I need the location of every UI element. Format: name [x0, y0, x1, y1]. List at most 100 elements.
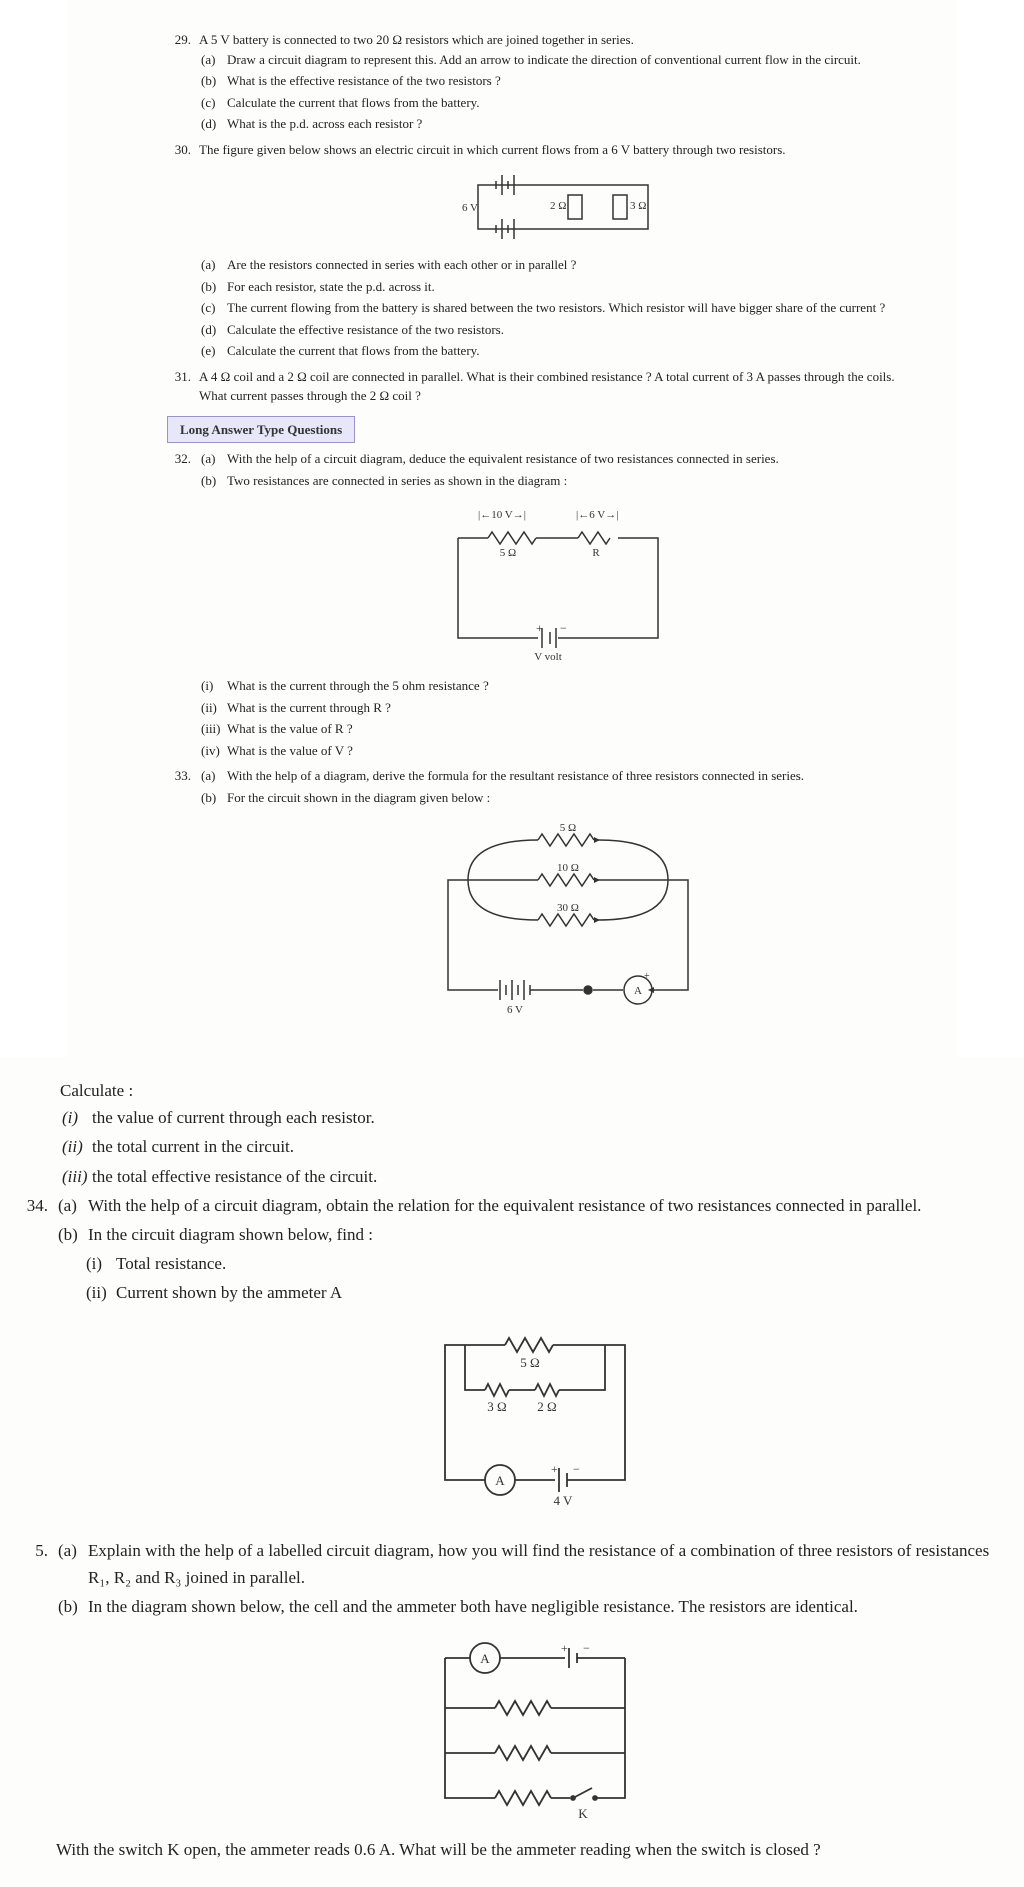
part-text: Calculate the effective resistance of th…: [227, 320, 917, 340]
part-label: (a): [199, 255, 227, 275]
svg-text:|←6 V→|: |←6 V→|: [576, 509, 618, 521]
question-number: 5.: [20, 1537, 56, 1864]
part-text: Explain with the help of a labelled circ…: [88, 1537, 1014, 1591]
part-label: (b): [199, 277, 227, 297]
part-text: the value of current through each resist…: [92, 1104, 1014, 1131]
part-text: In the circuit diagram shown below, find…: [88, 1221, 1014, 1248]
part-text: What is the p.d. across each resistor ?: [227, 114, 917, 134]
circuit-diagram-q34: 5 Ω 3 Ω 2 Ω A + − 4 V: [395, 1315, 675, 1525]
part-text: What is the effective resistance of the …: [227, 71, 917, 91]
circuit-diagram-q32: |←10 V→| |←6 V→| 5 Ω R + − V volt: [408, 498, 708, 668]
switch-label: K: [578, 1806, 588, 1821]
part-text: For the circuit shown in the diagram giv…: [227, 788, 917, 808]
resistor-label: 5 Ω: [520, 1355, 539, 1370]
part-label: (a): [199, 449, 227, 469]
question-number: 31.: [167, 367, 199, 406]
question-final-text: With the switch K open, the ammeter read…: [56, 1836, 1014, 1863]
part-text: What is the value of R ?: [227, 719, 917, 739]
part-label: (b): [199, 788, 227, 808]
part-label: (d): [199, 320, 227, 340]
question-34: 34. (a)With the help of a circuit diagra…: [20, 1192, 1014, 1533]
battery-label: 6 V: [507, 1004, 523, 1016]
svg-text:+: +: [536, 621, 543, 635]
part-text: Calculate the current that flows from th…: [227, 341, 917, 361]
part-label: (a): [56, 1537, 88, 1591]
page-lower: Calculate : (i)the value of current thro…: [0, 1057, 1024, 1887]
part-text: In the diagram shown below, the cell and…: [88, 1593, 1014, 1620]
question-stem: A 4 Ω coil and a 2 Ω coil are connected …: [199, 367, 917, 406]
part-label: (a): [56, 1192, 88, 1219]
ammeter-label: A: [480, 1651, 490, 1666]
resistor-label: 5 Ω: [500, 547, 516, 559]
part-text: Calculate the current that flows from th…: [227, 93, 917, 113]
part-text: For each resistor, state the p.d. across…: [227, 277, 917, 297]
svg-text:+: +: [561, 1641, 568, 1655]
part-label: (d): [199, 114, 227, 134]
resistor-label: 2 Ω: [550, 200, 566, 212]
circuit-diagram-q35: A + − K: [385, 1628, 685, 1828]
resistor-label: 3 Ω: [487, 1399, 506, 1414]
ammeter-label: A: [495, 1473, 505, 1488]
question-32: 32. (a)With the help of a circuit diagra…: [167, 449, 917, 762]
part-text: Current shown by the ammeter A: [116, 1279, 1014, 1306]
question-stem: The figure given below shows an electric…: [199, 140, 917, 160]
part-text: Are the resistors connected in series wi…: [227, 255, 917, 275]
part-text: Two resistances are connected in series …: [227, 471, 917, 491]
svg-text:+: +: [551, 1462, 558, 1476]
part-text: What is the current through the 5 ohm re…: [227, 676, 917, 696]
part-label: (iii): [199, 719, 227, 739]
part-text: With the help of a diagram, derive the f…: [227, 766, 917, 786]
part-text: the total effective resistance of the ci…: [92, 1163, 1014, 1190]
battery-label: 6 V: [462, 202, 478, 214]
part-label: (b): [199, 471, 227, 491]
section-heading: Long Answer Type Questions: [167, 416, 355, 444]
calculate-block: Calculate : (i)the value of current thro…: [20, 1077, 1014, 1190]
svg-text:+: +: [644, 971, 650, 982]
part-text: Draw a circuit diagram to represent this…: [227, 50, 917, 70]
resistor-label: 3 Ω: [630, 200, 646, 212]
svg-text:−: −: [573, 1462, 580, 1476]
part-label: (c): [199, 298, 227, 318]
svg-text:|←10 V→|: |←10 V→|: [478, 509, 526, 521]
part-label: (ii): [60, 1133, 92, 1160]
question-31: 31. A 4 Ω coil and a 2 Ω coil are connec…: [167, 367, 917, 406]
part-text: the total current in the circuit.: [92, 1133, 1014, 1160]
question-30: 30. The figure given below shows an elec…: [167, 140, 917, 363]
part-label: (c): [199, 93, 227, 113]
resistor-label: 30 Ω: [557, 902, 579, 914]
battery-label: V volt: [534, 651, 562, 663]
part-label: (ii): [84, 1279, 116, 1306]
circuit-diagram-q30: 6 V 2 Ω 3 Ω: [438, 167, 678, 247]
part-label: (e): [199, 341, 227, 361]
page-upper: 29. A 5 V battery is connected to two 20…: [67, 0, 957, 1057]
part-text: What is the current through R ?: [227, 698, 917, 718]
circuit-diagram-q33: 5 Ω 10 Ω 30 Ω A + 6 V: [388, 815, 728, 1025]
part-text: The current flowing from the battery is …: [227, 298, 917, 318]
resistor-label: 5 Ω: [560, 822, 576, 834]
question-number: 30.: [167, 140, 199, 363]
part-label: (a): [199, 766, 227, 786]
part-label: (b): [199, 71, 227, 91]
calculate-label: Calculate :: [60, 1077, 1014, 1104]
question-number: 29.: [167, 30, 199, 136]
battery-label: 4 V: [554, 1493, 574, 1508]
part-text: Total resistance.: [116, 1250, 1014, 1277]
part-text: With the help of a circuit diagram, obta…: [88, 1192, 1014, 1219]
part-label: (ii): [199, 698, 227, 718]
resistor-label: R: [592, 547, 600, 559]
question-number: 33.: [167, 766, 199, 1033]
question-stem: A 5 V battery is connected to two 20 Ω r…: [199, 30, 917, 50]
part-label: (i): [199, 676, 227, 696]
resistor-label: 10 Ω: [557, 862, 579, 874]
part-label: (iii): [60, 1163, 92, 1190]
question-number: 34.: [20, 1192, 56, 1533]
part-label: (b): [56, 1221, 88, 1248]
part-label: (a): [199, 50, 227, 70]
question-35: 5. (a)Explain with the help of a labelle…: [20, 1537, 1014, 1864]
part-label: (b): [56, 1593, 88, 1620]
svg-text:−: −: [583, 1641, 590, 1655]
question-33: 33. (a)With the help of a diagram, deriv…: [167, 766, 917, 1033]
part-label: (i): [60, 1104, 92, 1131]
part-label: (iv): [199, 741, 227, 761]
resistor-label: 2 Ω: [537, 1399, 556, 1414]
